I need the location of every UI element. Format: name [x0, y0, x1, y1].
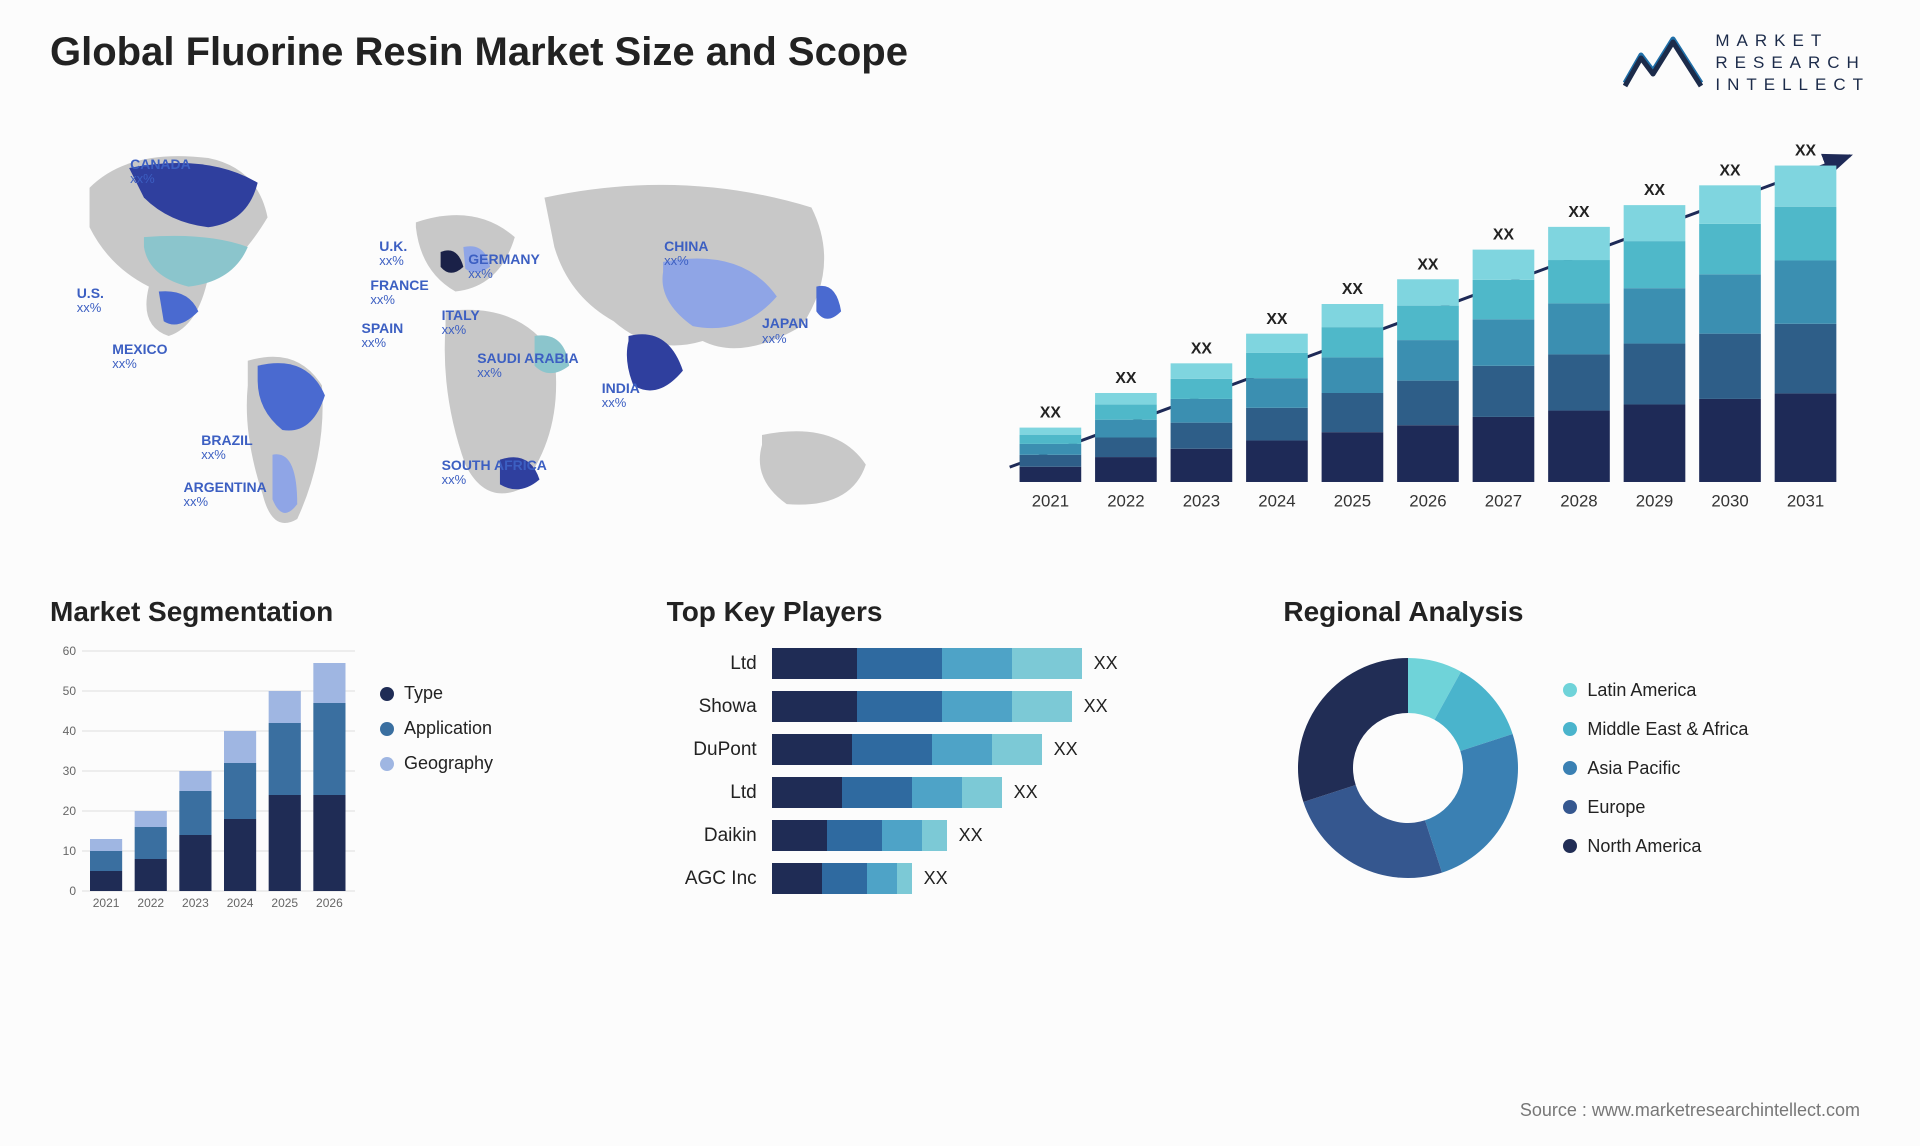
svg-text:2029: 2029 — [1636, 492, 1673, 511]
country-label: ARGENTINAxx% — [184, 479, 267, 510]
svg-text:XX: XX — [1266, 311, 1288, 328]
svg-text:XX: XX — [1040, 405, 1062, 422]
player-bar: XX — [772, 777, 1254, 808]
svg-text:0: 0 — [69, 884, 76, 898]
segmentation-legend: Type Application Geography — [380, 683, 493, 913]
country-label: U.S.xx% — [77, 285, 104, 316]
svg-text:2023: 2023 — [1183, 492, 1220, 511]
svg-text:2026: 2026 — [1409, 492, 1446, 511]
segmentation-panel: Market Segmentation 0 10 20 30 40 50 60 2021 202… — [50, 596, 637, 913]
legend-item: Middle East & Africa — [1563, 719, 1748, 740]
regional-panel: Regional Analysis Latin America Middle Ea… — [1283, 596, 1870, 913]
svg-text:XX: XX — [1644, 183, 1666, 200]
player-bar: XX — [772, 863, 1254, 894]
legend-item: Europe — [1563, 797, 1748, 818]
logo-line2: RESEARCH — [1715, 52, 1870, 74]
regional-title: Regional Analysis — [1283, 596, 1870, 628]
country-label: JAPANxx% — [762, 315, 808, 346]
svg-text:XX: XX — [1191, 341, 1213, 358]
svg-text:2022: 2022 — [137, 896, 164, 910]
player-name: Ltd — [667, 777, 757, 808]
svg-text:2025: 2025 — [1334, 492, 1371, 511]
segmentation-title: Market Segmentation — [50, 596, 637, 628]
svg-text:30: 30 — [63, 764, 77, 778]
player-bar: XX — [772, 691, 1254, 722]
regional-donut — [1283, 643, 1533, 893]
svg-text:XX: XX — [1493, 227, 1515, 244]
legend-item: North America — [1563, 836, 1748, 857]
legend-item: Latin America — [1563, 680, 1748, 701]
country-label: SOUTH AFRICAxx% — [442, 457, 547, 488]
country-label: MEXICOxx% — [112, 341, 167, 372]
country-label: CANADAxx% — [130, 156, 191, 187]
svg-text:20: 20 — [63, 804, 77, 818]
country-label: INDIAxx% — [602, 380, 640, 411]
svg-text:2024: 2024 — [1258, 492, 1295, 511]
legend-item: Asia Pacific — [1563, 758, 1748, 779]
legend-item: Type — [380, 683, 493, 704]
svg-text:2030: 2030 — [1711, 492, 1748, 511]
svg-text:60: 60 — [63, 644, 77, 658]
svg-text:2022: 2022 — [1107, 492, 1144, 511]
svg-text:10: 10 — [63, 844, 77, 858]
svg-text:XX: XX — [1795, 143, 1817, 160]
country-label: FRANCExx% — [370, 277, 428, 308]
country-label: GERMANYxx% — [468, 251, 540, 282]
svg-text:2024: 2024 — [227, 896, 254, 910]
svg-text:2023: 2023 — [182, 896, 209, 910]
logo-line1: MARKET — [1715, 30, 1870, 52]
country-label: ITALYxx% — [442, 307, 480, 338]
players-title: Top Key Players — [667, 596, 1254, 628]
svg-text:2021: 2021 — [93, 896, 120, 910]
svg-text:XX: XX — [1568, 204, 1590, 221]
svg-text:2028: 2028 — [1560, 492, 1597, 511]
logo-line3: INTELLECT — [1715, 74, 1870, 96]
country-label: U.K.xx% — [379, 238, 407, 269]
logo-mark-icon — [1623, 33, 1703, 93]
country-label: CHINAxx% — [664, 238, 708, 269]
world-map: CANADAxx% U.S.xx% MEXICOxx% BRAZILxx% ARGENT… — [50, 126, 940, 556]
page-title: Global Fluorine Resin Market Size and Sc… — [50, 30, 908, 75]
svg-text:40: 40 — [63, 724, 77, 738]
player-bar: XX — [772, 648, 1254, 679]
players-panel: Top Key Players Ltd Showa DuPont Ltd Daikin A… — [667, 596, 1254, 913]
legend-item: Geography — [380, 753, 493, 774]
player-name: Daikin — [667, 820, 757, 851]
growth-bar-chart: XX 2021 XX 2022 XX 2023 XX 2024 XX 2025 XX 2026 XX 20… — [980, 126, 1870, 556]
player-bar: XX — [772, 734, 1254, 765]
svg-text:XX: XX — [1417, 257, 1439, 274]
svg-text:XX: XX — [1342, 281, 1364, 298]
svg-text:2027: 2027 — [1485, 492, 1522, 511]
svg-text:2025: 2025 — [271, 896, 298, 910]
player-name: DuPont — [667, 734, 757, 765]
svg-text:2021: 2021 — [1032, 492, 1069, 511]
source-text: Source : www.marketresearchintellect.com — [1520, 1100, 1860, 1121]
country-label: SAUDI ARABIAxx% — [477, 350, 578, 381]
player-name: AGC Inc — [667, 863, 757, 894]
regional-legend: Latin America Middle East & Africa Asia Pa… — [1563, 680, 1748, 857]
player-bar: XX — [772, 820, 1254, 851]
player-name: Ltd — [667, 648, 757, 679]
svg-text:50: 50 — [63, 684, 77, 698]
svg-text:XX: XX — [1115, 370, 1137, 387]
legend-item: Application — [380, 718, 493, 739]
svg-text:2031: 2031 — [1787, 492, 1824, 511]
svg-text:XX: XX — [1719, 163, 1741, 180]
brand-logo: MARKETRESEARCHINTELLECT — [1623, 30, 1870, 96]
country-label: SPAINxx% — [362, 320, 404, 351]
player-name: Showa — [667, 691, 757, 722]
country-label: BRAZILxx% — [201, 432, 252, 463]
svg-text:2026: 2026 — [316, 896, 343, 910]
